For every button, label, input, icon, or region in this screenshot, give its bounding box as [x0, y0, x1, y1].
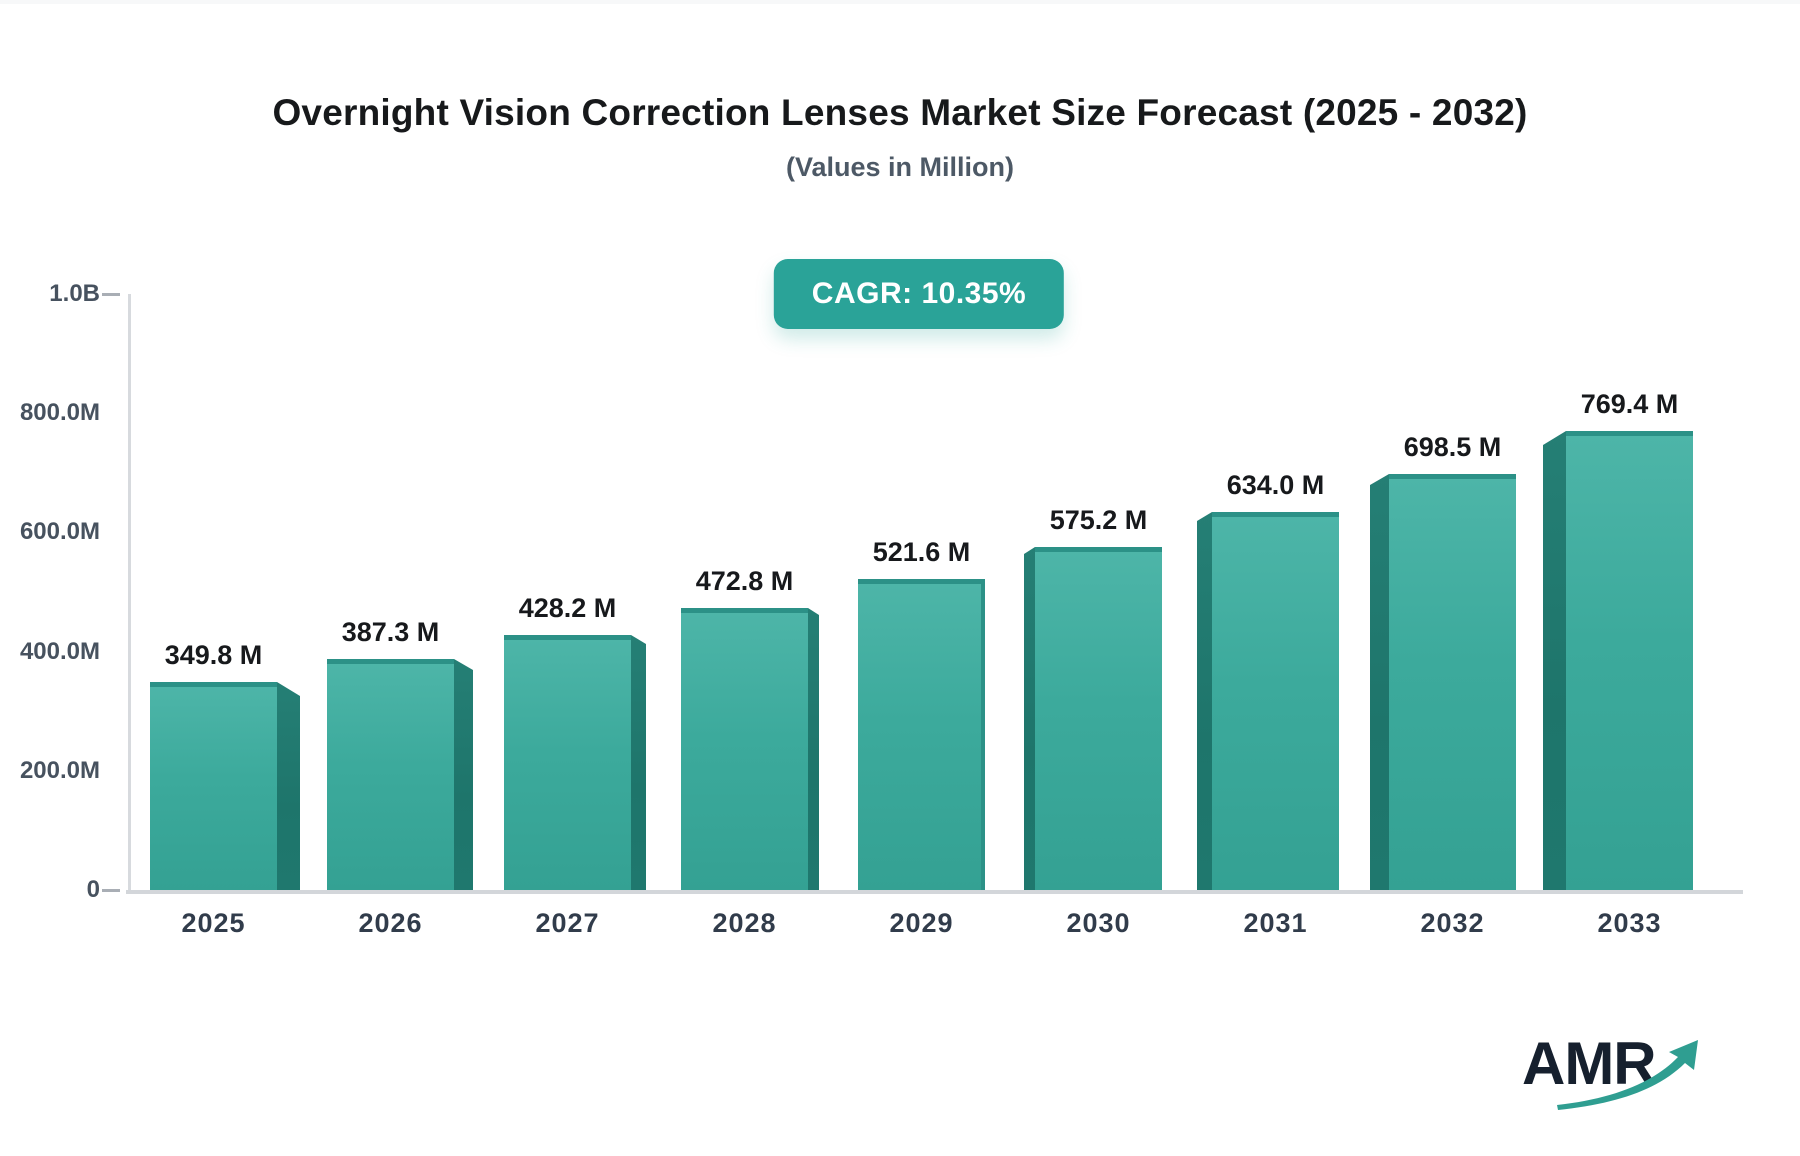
- bar-2029[interactable]: [858, 579, 985, 890]
- y-tick-label-1.0B: 1.0B: [49, 280, 100, 307]
- x-label-2030: 2030: [1066, 908, 1131, 938]
- x-label-2029: 2029: [889, 908, 954, 938]
- bar-value-2027: 428.2 M: [518, 593, 617, 623]
- bar-side-2031: [1197, 512, 1212, 890]
- bar-2025[interactable]: [150, 682, 277, 890]
- x-axis-line: [126, 890, 1743, 894]
- cagr-badge: CAGR: 10.35%: [773, 259, 1065, 329]
- bar-side-2030: [1024, 547, 1035, 890]
- bar-value-2026: 387.3 M: [341, 617, 440, 647]
- y-tick-dash: [102, 889, 120, 892]
- chart-title: Overnight Vision Correction Lenses Marke…: [272, 92, 1528, 133]
- y-tick-label-400.0M: 400.0M: [19, 637, 100, 665]
- y-tick-label-600.0M: 600.0M: [19, 518, 100, 546]
- bar-2027[interactable]: [504, 635, 631, 890]
- x-label-2028: 2028: [712, 908, 777, 938]
- bar-side-2033: [1543, 431, 1566, 890]
- bar-side-2025: [277, 682, 300, 890]
- amr-logo: AMR: [1522, 1034, 1707, 1114]
- y-tick-label-200.0M: 200.0M: [19, 756, 100, 784]
- bar-side-2028: [808, 608, 819, 890]
- bar-2026[interactable]: [327, 659, 454, 890]
- bar-side-2027: [631, 635, 646, 890]
- bar-2032[interactable]: [1389, 474, 1516, 890]
- bar-value-2028: 472.8 M: [695, 566, 794, 596]
- bar-value-2031: 634.0 M: [1226, 470, 1325, 500]
- bar-2028[interactable]: [681, 608, 808, 890]
- x-label-2031: 2031: [1243, 908, 1308, 938]
- bar-2031[interactable]: [1212, 512, 1339, 890]
- x-label-2026: 2026: [358, 908, 423, 938]
- bar-value-2030: 575.2 M: [1049, 505, 1148, 535]
- bar-side-2026: [454, 659, 473, 890]
- bar-2030[interactable]: [1035, 547, 1162, 890]
- x-label-2032: 2032: [1420, 908, 1485, 938]
- y-tick-dash: [102, 293, 120, 296]
- y-tick-label-0: 0: [86, 876, 100, 903]
- bar-side-2032: [1370, 474, 1389, 890]
- x-label-2033: 2033: [1597, 908, 1662, 938]
- bar-2033[interactable]: [1566, 431, 1693, 890]
- y-axis-line: [128, 294, 131, 890]
- bar-value-2033: 769.4 M: [1580, 389, 1679, 419]
- x-label-2025: 2025: [181, 908, 246, 938]
- bar-chart: 1.0B 800.0M 600.0M 400.0M 200.0M 0 349.8 M 2025…: [0, 4, 1800, 1156]
- chart-subtitle: (Values in Million): [785, 152, 1015, 182]
- bar-value-2025: 349.8 M: [164, 640, 263, 670]
- bar-value-2029: 521.6 M: [872, 537, 971, 567]
- x-label-2027: 2027: [535, 908, 600, 938]
- y-tick-label-800.0M: 800.0M: [19, 399, 100, 427]
- bar-value-2032: 698.5 M: [1403, 432, 1502, 462]
- chart-header: Overnight Vision Correction Lenses Marke…: [0, 92, 1800, 183]
- growth-arrow-icon: [1557, 1040, 1698, 1110]
- amr-logo-text: AMR: [1522, 1030, 1657, 1097]
